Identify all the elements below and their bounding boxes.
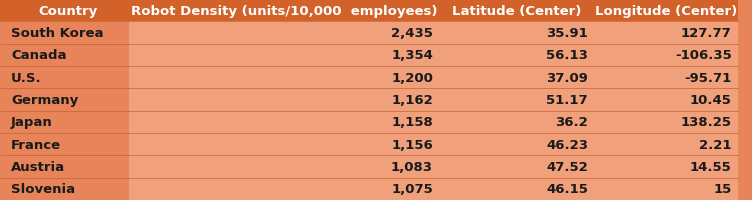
Text: -106.35: -106.35 <box>675 49 732 62</box>
Bar <box>0 89 738 111</box>
Bar <box>0 178 738 200</box>
Text: 127.77: 127.77 <box>681 27 732 40</box>
Text: 56.13: 56.13 <box>546 49 588 62</box>
Text: South Korea: South Korea <box>11 27 104 40</box>
Text: 36.2: 36.2 <box>555 116 588 129</box>
Text: U.S.: U.S. <box>11 71 41 84</box>
Bar <box>0 22 738 44</box>
Bar <box>0 156 738 178</box>
Text: 46.15: 46.15 <box>546 182 588 195</box>
Text: Slovenia: Slovenia <box>11 182 75 195</box>
Bar <box>0 156 129 178</box>
Text: 14.55: 14.55 <box>690 160 732 173</box>
Bar <box>0 111 738 133</box>
Text: Germany: Germany <box>11 94 78 106</box>
Bar <box>0 44 738 67</box>
Text: 138.25: 138.25 <box>681 116 732 129</box>
Text: 2,435: 2,435 <box>391 27 433 40</box>
Text: 47.52: 47.52 <box>546 160 588 173</box>
Text: Latitude (Center): Latitude (Center) <box>452 5 581 18</box>
Text: 1,354: 1,354 <box>391 49 433 62</box>
Bar <box>0 133 738 156</box>
Text: 10.45: 10.45 <box>690 94 732 106</box>
Text: 2.21: 2.21 <box>699 138 732 151</box>
Text: Robot Density (units/10,000  employees): Robot Density (units/10,000 employees) <box>131 5 437 18</box>
Text: 1,158: 1,158 <box>391 116 433 129</box>
Bar <box>0 111 129 133</box>
Text: 1,083: 1,083 <box>391 160 433 173</box>
Text: 15: 15 <box>714 182 732 195</box>
Text: Japan: Japan <box>11 116 53 129</box>
Text: 37.09: 37.09 <box>546 71 588 84</box>
Bar <box>0 67 129 89</box>
Text: 1,156: 1,156 <box>391 138 433 151</box>
Text: 1,075: 1,075 <box>391 182 433 195</box>
Text: 35.91: 35.91 <box>546 27 588 40</box>
Text: Country: Country <box>38 5 98 18</box>
Text: France: France <box>11 138 61 151</box>
Bar <box>0 0 738 22</box>
Bar <box>0 67 738 89</box>
Bar <box>0 89 129 111</box>
Text: 1,162: 1,162 <box>391 94 433 106</box>
Text: -95.71: -95.71 <box>684 71 732 84</box>
Text: 46.23: 46.23 <box>546 138 588 151</box>
Bar <box>0 133 129 156</box>
Bar <box>0 44 129 67</box>
Text: Canada: Canada <box>11 49 67 62</box>
Bar <box>0 178 129 200</box>
Bar <box>0 22 129 44</box>
Text: 51.17: 51.17 <box>546 94 588 106</box>
Text: Longitude (Center): Longitude (Center) <box>595 5 737 18</box>
Text: 1,200: 1,200 <box>391 71 433 84</box>
Text: Austria: Austria <box>11 160 65 173</box>
